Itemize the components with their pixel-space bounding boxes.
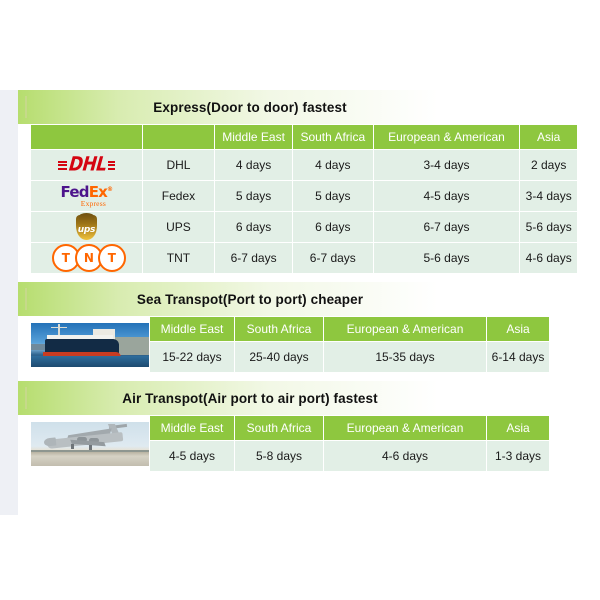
carrier-name: Fedex (142, 181, 215, 211)
title-tick-mark (25, 96, 27, 118)
sea-header-asia: Asia (487, 317, 549, 341)
tnt-asia: 4-6 days (520, 243, 577, 273)
dhl-speedlines-left-icon (57, 160, 67, 170)
air-header-south-africa: South Africa (235, 416, 323, 440)
fedex-south-africa: 5 days (292, 181, 373, 211)
air-middle-east: 4-5 days (150, 441, 234, 471)
carrier-name: DHL (142, 150, 215, 180)
ups-middle-east: 6 days (215, 212, 292, 242)
dhl-european-american: 3-4 days (373, 150, 520, 180)
air-header-middle-east: Middle East (150, 416, 234, 440)
express-section-title: Express(Door to door) fastest (18, 90, 578, 124)
ups-asia: 5-6 days (520, 212, 577, 242)
air-asia: 1-3 days (487, 441, 549, 471)
carrier-name: TNT (142, 243, 215, 273)
header-european-american: European & American (373, 125, 520, 149)
sea-table: Middle East South Africa European & Amer… (30, 316, 550, 373)
tnt-logo: T N T (51, 244, 126, 272)
fedex-european-american: 4-5 days (373, 181, 520, 211)
dhl-asia: 2 days (520, 150, 577, 180)
tnt-middle-east: 6-7 days (215, 243, 292, 273)
header-south-africa: South Africa (292, 125, 373, 149)
ups-logo: ups (75, 212, 97, 240)
sea-middle-east: 15-22 days (150, 342, 234, 372)
air-section-title: Air Transpot(Air port to air port) faste… (18, 381, 578, 415)
fedex-middle-east: 5 days (215, 181, 292, 211)
header-middle-east: Middle East (215, 125, 292, 149)
dhl-logo-cell: DHL (31, 150, 142, 180)
sea-header-south-africa: South Africa (235, 317, 323, 341)
title-tick-mark (25, 387, 27, 409)
dhl-logo: DHL (57, 152, 116, 176)
sea-header-row: Middle East South Africa European & Amer… (31, 317, 549, 372)
header-carrier-blank (142, 125, 215, 149)
ups-logo-cell: ups (31, 212, 142, 242)
table-row: DHL DHL 4 days 4 days 3-4 days 2 days (31, 150, 577, 180)
tnt-european-american: 5-6 days (373, 243, 520, 273)
express-header-row: Middle East South Africa European & Amer… (31, 125, 577, 149)
fedex-logo-cell: FedEx® Express (31, 181, 142, 211)
dhl-middle-east: 4 days (215, 150, 292, 180)
sea-section-title: Sea Transpot(Port to port) cheaper (18, 282, 578, 316)
fedex-ex-text: Ex (88, 182, 108, 201)
table-row: T N T TNT 6-7 days 6-7 days 5-6 days 4-6… (31, 243, 577, 273)
sea-title-text: Sea Transpot(Port to port) cheaper (136, 291, 364, 307)
cargo-ship-photo (31, 322, 149, 367)
table-row: ups UPS 6 days 6 days 6-7 days 5-6 days (31, 212, 577, 242)
fedex-registered-icon: ® (107, 185, 113, 193)
header-logo-blank (31, 125, 142, 149)
sea-asia: 6-14 days (487, 342, 549, 372)
air-table: Middle East South Africa European & Amer… (30, 415, 550, 472)
shipping-methods-page: Express(Door to door) fastest Middle Eas… (18, 90, 578, 472)
fedex-asia: 3-4 days (520, 181, 577, 211)
title-tick-mark (25, 288, 27, 310)
sea-header-middle-east: Middle East (150, 317, 234, 341)
header-asia: Asia (520, 125, 577, 149)
ups-south-africa: 6 days (292, 212, 373, 242)
sea-header-european-american: European & American (324, 317, 486, 341)
dhl-speedlines-right-icon (108, 160, 116, 170)
ups-european-american: 6-7 days (373, 212, 520, 242)
tnt-south-africa: 6-7 days (292, 243, 373, 273)
left-gutter-band (0, 90, 18, 515)
table-row: 4-5 days 5-8 days 4-6 days 1-3 days (31, 441, 549, 471)
cargo-plane-photo (31, 421, 149, 466)
tnt-logo-cell: T N T (31, 243, 142, 273)
cargo-plane-photo-cell (31, 416, 149, 471)
fedex-express-subtext: Express (80, 198, 106, 208)
express-title-text: Express(Door to door) fastest (153, 99, 347, 115)
ups-wordmark: ups (77, 224, 96, 235)
sea-european-american: 15-35 days (324, 342, 486, 372)
fedex-fed-text: Fed (60, 182, 90, 201)
dhl-wordmark: DHL (67, 152, 108, 176)
table-row: FedEx® Express Fedex 5 days 5 days 4-5 d… (31, 181, 577, 211)
carrier-name: UPS (142, 212, 215, 242)
air-header-row: Middle East South Africa European & Amer… (31, 416, 549, 471)
air-title-text: Air Transpot(Air port to air port) faste… (122, 390, 378, 406)
cargo-ship-photo-cell (31, 317, 149, 372)
tnt-ring-t2-icon: T (97, 244, 126, 272)
tnt-ring-n-icon: N (74, 244, 103, 272)
air-south-africa: 5-8 days (235, 441, 323, 471)
express-table: Middle East South Africa European & Amer… (30, 124, 578, 274)
air-header-european-american: European & American (324, 416, 486, 440)
sea-south-africa: 25-40 days (235, 342, 323, 372)
air-header-asia: Asia (487, 416, 549, 440)
table-row: 15-22 days 25-40 days 15-35 days 6-14 da… (31, 342, 549, 372)
dhl-south-africa: 4 days (292, 150, 373, 180)
fedex-logo: FedEx® Express (60, 182, 114, 208)
air-european-american: 4-6 days (324, 441, 486, 471)
